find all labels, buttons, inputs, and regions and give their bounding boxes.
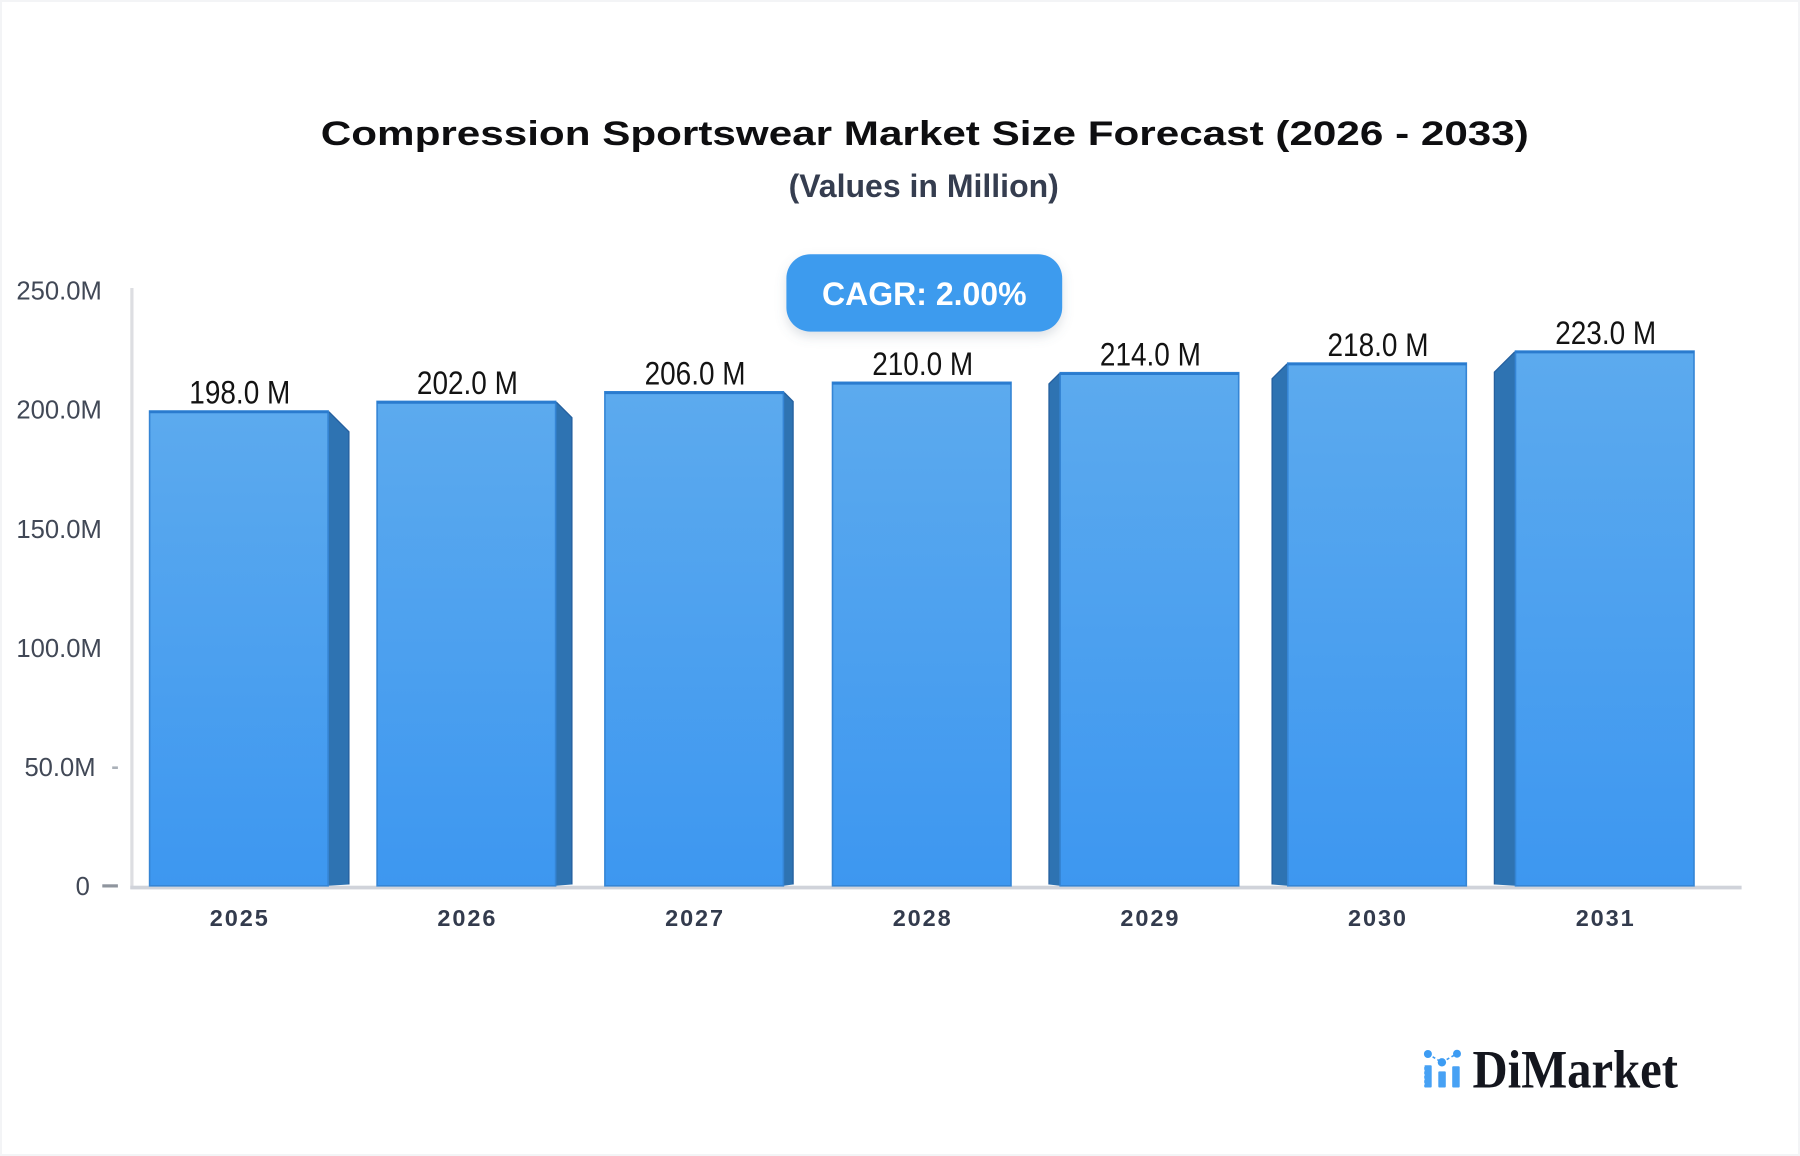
svg-text:202.0 M: 202.0 M — [417, 365, 518, 401]
svg-text:100.0M: 100.0M — [16, 635, 101, 663]
svg-text:250.0M: 250.0M — [16, 278, 101, 306]
svg-text:2026: 2026 — [437, 905, 495, 931]
svg-text:210.0 M: 210.0 M — [872, 346, 973, 382]
svg-text:CAGR: 2.00%: CAGR: 2.00% — [822, 276, 1027, 312]
svg-text:214.0 M: 214.0 M — [1100, 336, 1201, 372]
svg-text:200.0M: 200.0M — [16, 397, 101, 425]
svg-text:206.0 M: 206.0 M — [645, 356, 746, 392]
svg-text:Compression Sportswear Market: Compression Sportswear Market Size Forec… — [321, 115, 1529, 153]
svg-text:(Values in Million): (Values in Million) — [789, 168, 1059, 204]
svg-text:218.0 M: 218.0 M — [1328, 327, 1429, 363]
svg-text:2027: 2027 — [665, 905, 723, 931]
svg-text:0: 0 — [76, 873, 90, 901]
svg-text:2028: 2028 — [893, 905, 951, 931]
svg-text:2030: 2030 — [1348, 905, 1406, 931]
svg-text:50.0M: 50.0M — [24, 754, 95, 782]
svg-text:2031: 2031 — [1576, 905, 1634, 931]
svg-text:2025: 2025 — [210, 905, 268, 931]
svg-text:223.0 M: 223.0 M — [1555, 315, 1656, 351]
svg-text:150.0M: 150.0M — [16, 516, 101, 544]
svg-text:2029: 2029 — [1120, 905, 1178, 931]
svg-text:DiMarket: DiMarket — [1473, 1040, 1679, 1100]
svg-text:198.0 M: 198.0 M — [189, 375, 290, 411]
